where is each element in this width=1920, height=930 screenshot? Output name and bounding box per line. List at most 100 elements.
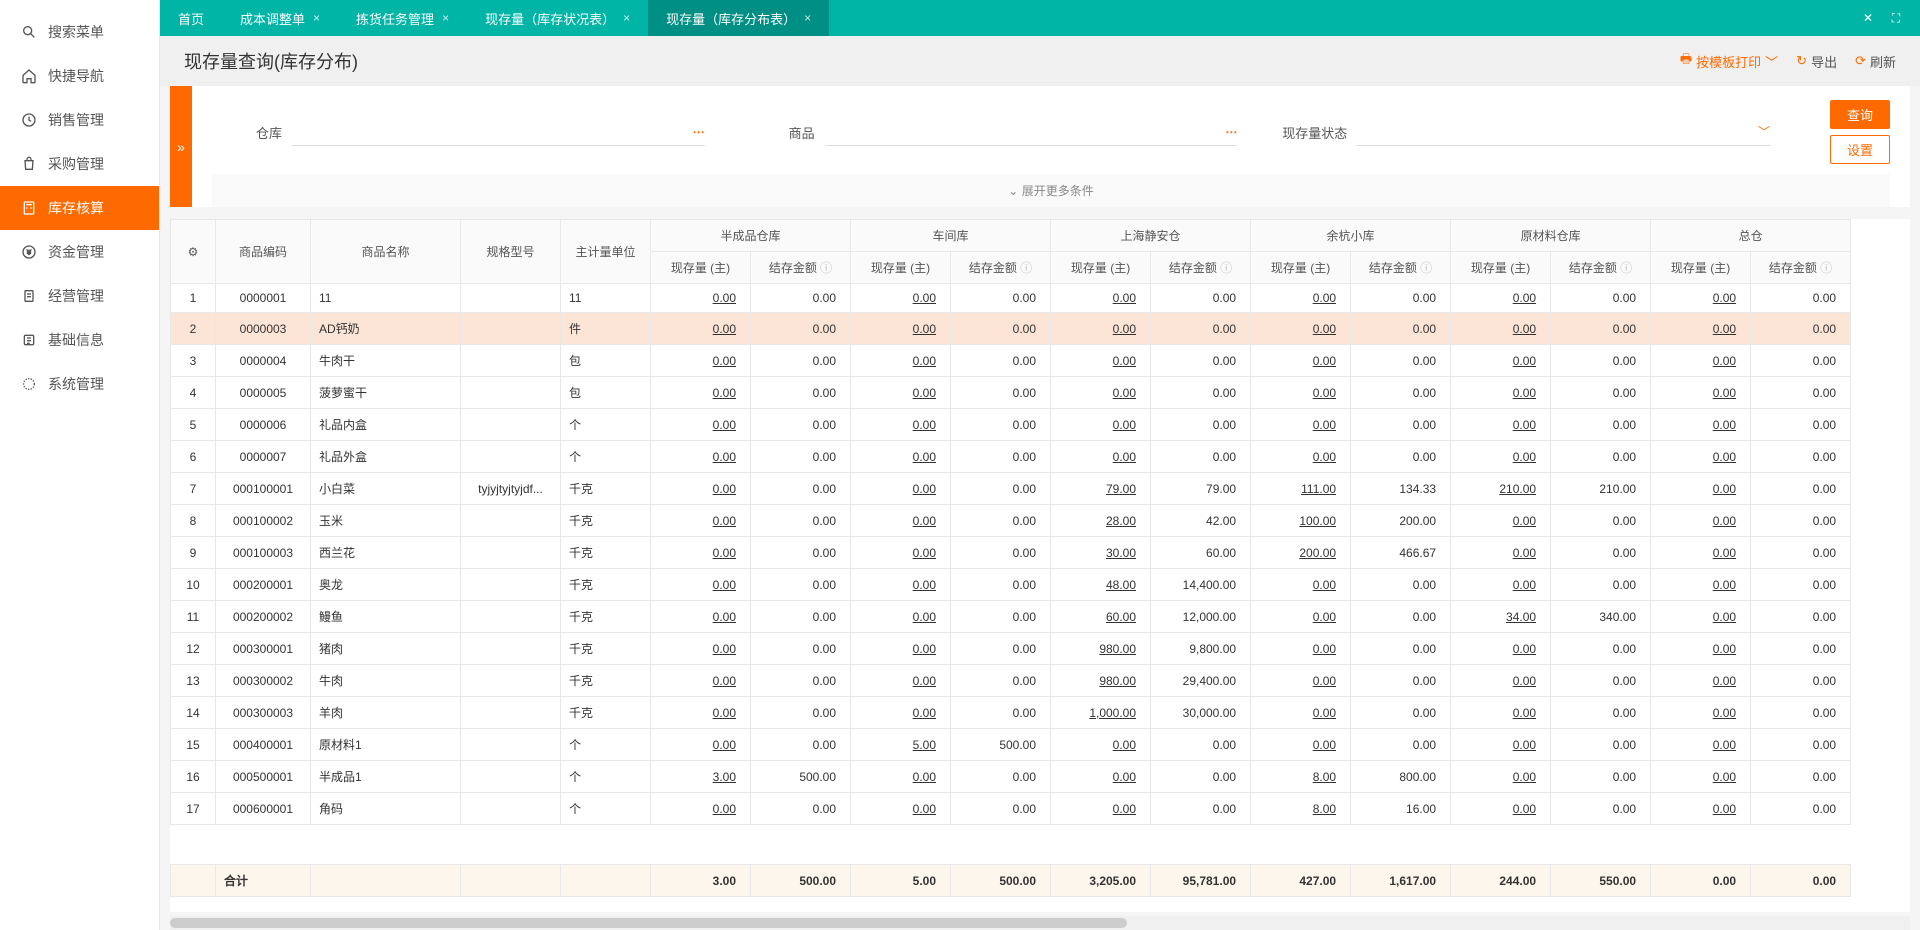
cell-qty[interactable]: 0.00 xyxy=(1651,473,1751,505)
cell-qty[interactable]: 0.00 xyxy=(851,633,951,665)
fullscreen-icon[interactable]: ⛶ xyxy=(1882,4,1910,32)
cell-qty[interactable]: 0.00 xyxy=(651,697,751,729)
cell-qty[interactable]: 0.00 xyxy=(651,313,751,345)
table-row[interactable]: 10000200001奥龙千克0.000.000.000.0048.0014,4… xyxy=(171,569,1911,601)
cell-qty[interactable]: 200.00 xyxy=(1251,537,1351,569)
cell-qty[interactable]: 0.00 xyxy=(1651,601,1751,633)
cell-qty[interactable]: 0.00 xyxy=(1651,665,1751,697)
cell-qty[interactable]: 0.00 xyxy=(1651,345,1751,377)
chevron-down-icon[interactable]: ﹀ xyxy=(1758,123,1770,140)
cell-qty[interactable]: 0.00 xyxy=(1451,313,1551,345)
cell-qty[interactable]: 0.00 xyxy=(1451,409,1551,441)
cell-qty[interactable]: 48.00 xyxy=(1051,569,1151,601)
cell-qty[interactable]: 0.00 xyxy=(1651,793,1751,825)
cell-qty[interactable]: 0.00 xyxy=(1451,537,1551,569)
cell-qty[interactable]: 1,000.00 xyxy=(1051,697,1151,729)
cell-qty[interactable]: 0.00 xyxy=(851,601,951,633)
cell-qty[interactable]: 0.00 xyxy=(851,793,951,825)
tab-4[interactable]: 现存量（库存分布表）× xyxy=(648,0,829,36)
cell-qty[interactable]: 100.00 xyxy=(1251,505,1351,537)
table-row[interactable]: 50000006礼品内盒个0.000.000.000.000.000.000.0… xyxy=(171,409,1911,441)
table-row[interactable]: 7000100001小白菜tyjyjtyjtyjdf...千克0.000.000… xyxy=(171,473,1911,505)
cell-qty[interactable]: 0.00 xyxy=(1451,761,1551,793)
product-input[interactable]: ⋯ xyxy=(825,118,1238,146)
cell-qty[interactable]: 0.00 xyxy=(1651,633,1751,665)
collapse-filter-button[interactable]: » xyxy=(170,86,192,207)
cell-qty[interactable]: 0.00 xyxy=(851,569,951,601)
cell-qty[interactable]: 0.00 xyxy=(1251,345,1351,377)
cell-qty[interactable]: 980.00 xyxy=(1051,633,1151,665)
table-row[interactable]: 12000300001猪肉千克0.000.000.000.00980.009,8… xyxy=(171,633,1911,665)
cell-qty[interactable]: 30.00 xyxy=(1051,537,1151,569)
gear-header[interactable]: ⚙ xyxy=(171,220,216,284)
cell-qty[interactable]: 980.00 xyxy=(1051,665,1151,697)
cell-qty[interactable]: 0.00 xyxy=(1651,284,1751,313)
cell-qty[interactable]: 0.00 xyxy=(1651,377,1751,409)
cell-qty[interactable]: 0.00 xyxy=(1251,377,1351,409)
cell-qty[interactable]: 0.00 xyxy=(1651,409,1751,441)
cell-qty[interactable]: 0.00 xyxy=(1451,377,1551,409)
print-button[interactable]: 🖶 按模板打印 ﹀ xyxy=(1680,50,1778,72)
tab-0[interactable]: 首页 xyxy=(160,0,222,36)
cell-qty[interactable]: 0.00 xyxy=(1251,729,1351,761)
tab-1[interactable]: 成本调整单× xyxy=(222,0,338,36)
cell-qty[interactable]: 3.00 xyxy=(651,761,751,793)
cell-qty[interactable]: 0.00 xyxy=(1451,697,1551,729)
export-button[interactable]: ↻ 导出 xyxy=(1796,52,1837,71)
sidebar-item-6[interactable]: 经营管理 xyxy=(0,274,159,318)
cell-qty[interactable]: 0.00 xyxy=(1251,633,1351,665)
cell-qty[interactable]: 0.00 xyxy=(651,345,751,377)
settings-button[interactable]: 设置 xyxy=(1830,135,1890,164)
cell-qty[interactable]: 0.00 xyxy=(1451,505,1551,537)
table-row[interactable]: 60000007礼品外盒个0.000.000.000.000.000.000.0… xyxy=(171,441,1911,473)
sidebar-item-5[interactable]: ¥资金管理 xyxy=(0,230,159,274)
cell-qty[interactable]: 0.00 xyxy=(851,537,951,569)
cell-qty[interactable]: 79.00 xyxy=(1051,473,1151,505)
cell-qty[interactable]: 0.00 xyxy=(851,409,951,441)
horizontal-scrollbar[interactable] xyxy=(170,916,1910,930)
table-row[interactable]: 1000000111110.000.000.000.000.000.000.00… xyxy=(171,284,1911,313)
sidebar-item-1[interactable]: 快捷导航 xyxy=(0,54,159,98)
cell-qty[interactable]: 60.00 xyxy=(1051,601,1151,633)
cell-qty[interactable]: 0.00 xyxy=(851,665,951,697)
cell-qty[interactable]: 5.00 xyxy=(851,729,951,761)
expand-filters-button[interactable]: ⌄ 展开更多条件 xyxy=(212,174,1890,207)
table-row[interactable]: 13000300002牛肉千克0.000.000.000.00980.0029,… xyxy=(171,665,1911,697)
cell-qty[interactable]: 0.00 xyxy=(1051,441,1151,473)
cell-qty[interactable]: 0.00 xyxy=(651,284,751,313)
cell-qty[interactable]: 0.00 xyxy=(1651,729,1751,761)
cell-qty[interactable]: 0.00 xyxy=(1451,793,1551,825)
cell-qty[interactable]: 34.00 xyxy=(1451,601,1551,633)
table-row[interactable]: 9000100003西兰花千克0.000.000.000.0030.0060.0… xyxy=(171,537,1911,569)
more-icon[interactable]: ⋯ xyxy=(1225,125,1237,139)
cell-qty[interactable]: 0.00 xyxy=(1251,569,1351,601)
cell-qty[interactable]: 0.00 xyxy=(1651,313,1751,345)
cell-qty[interactable]: 0.00 xyxy=(1451,441,1551,473)
cell-qty[interactable]: 0.00 xyxy=(1451,729,1551,761)
cell-qty[interactable]: 0.00 xyxy=(1051,409,1151,441)
table-row[interactable]: 20000003AD钙奶件0.000.000.000.000.000.000.0… xyxy=(171,313,1911,345)
cell-qty[interactable]: 0.00 xyxy=(651,601,751,633)
cell-qty[interactable]: 0.00 xyxy=(851,505,951,537)
cell-qty[interactable]: 0.00 xyxy=(851,377,951,409)
cell-qty[interactable]: 0.00 xyxy=(1651,569,1751,601)
cell-qty[interactable]: 0.00 xyxy=(851,441,951,473)
cell-qty[interactable]: 0.00 xyxy=(851,345,951,377)
cell-qty[interactable]: 28.00 xyxy=(1051,505,1151,537)
cell-qty[interactable]: 0.00 xyxy=(1451,284,1551,313)
cell-qty[interactable]: 0.00 xyxy=(1251,313,1351,345)
cell-qty[interactable]: 210.00 xyxy=(1451,473,1551,505)
cell-qty[interactable]: 0.00 xyxy=(1251,601,1351,633)
cell-qty[interactable]: 0.00 xyxy=(1251,284,1351,313)
cell-qty[interactable]: 0.00 xyxy=(651,473,751,505)
cell-qty[interactable]: 0.00 xyxy=(651,633,751,665)
cell-qty[interactable]: 0.00 xyxy=(851,284,951,313)
table-row[interactable]: 30000004牛肉干包0.000.000.000.000.000.000.00… xyxy=(171,345,1911,377)
close-icon[interactable]: × xyxy=(804,11,811,25)
cell-qty[interactable]: 0.00 xyxy=(1051,729,1151,761)
cell-qty[interactable]: 0.00 xyxy=(1251,441,1351,473)
cell-qty[interactable]: 0.00 xyxy=(1051,761,1151,793)
cell-qty[interactable]: 0.00 xyxy=(1051,793,1151,825)
query-button[interactable]: 查询 xyxy=(1830,100,1890,129)
cell-qty[interactable]: 0.00 xyxy=(1051,345,1151,377)
